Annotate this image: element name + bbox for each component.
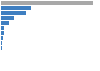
Bar xyxy=(1,41,2,45)
Bar xyxy=(1,11,26,15)
Bar xyxy=(1,36,3,40)
Bar xyxy=(1,26,4,30)
Bar xyxy=(1,1,93,5)
Bar xyxy=(1,16,14,20)
Bar xyxy=(1,21,9,25)
Bar xyxy=(1,31,4,35)
Bar xyxy=(1,6,31,10)
Bar xyxy=(1,46,2,50)
